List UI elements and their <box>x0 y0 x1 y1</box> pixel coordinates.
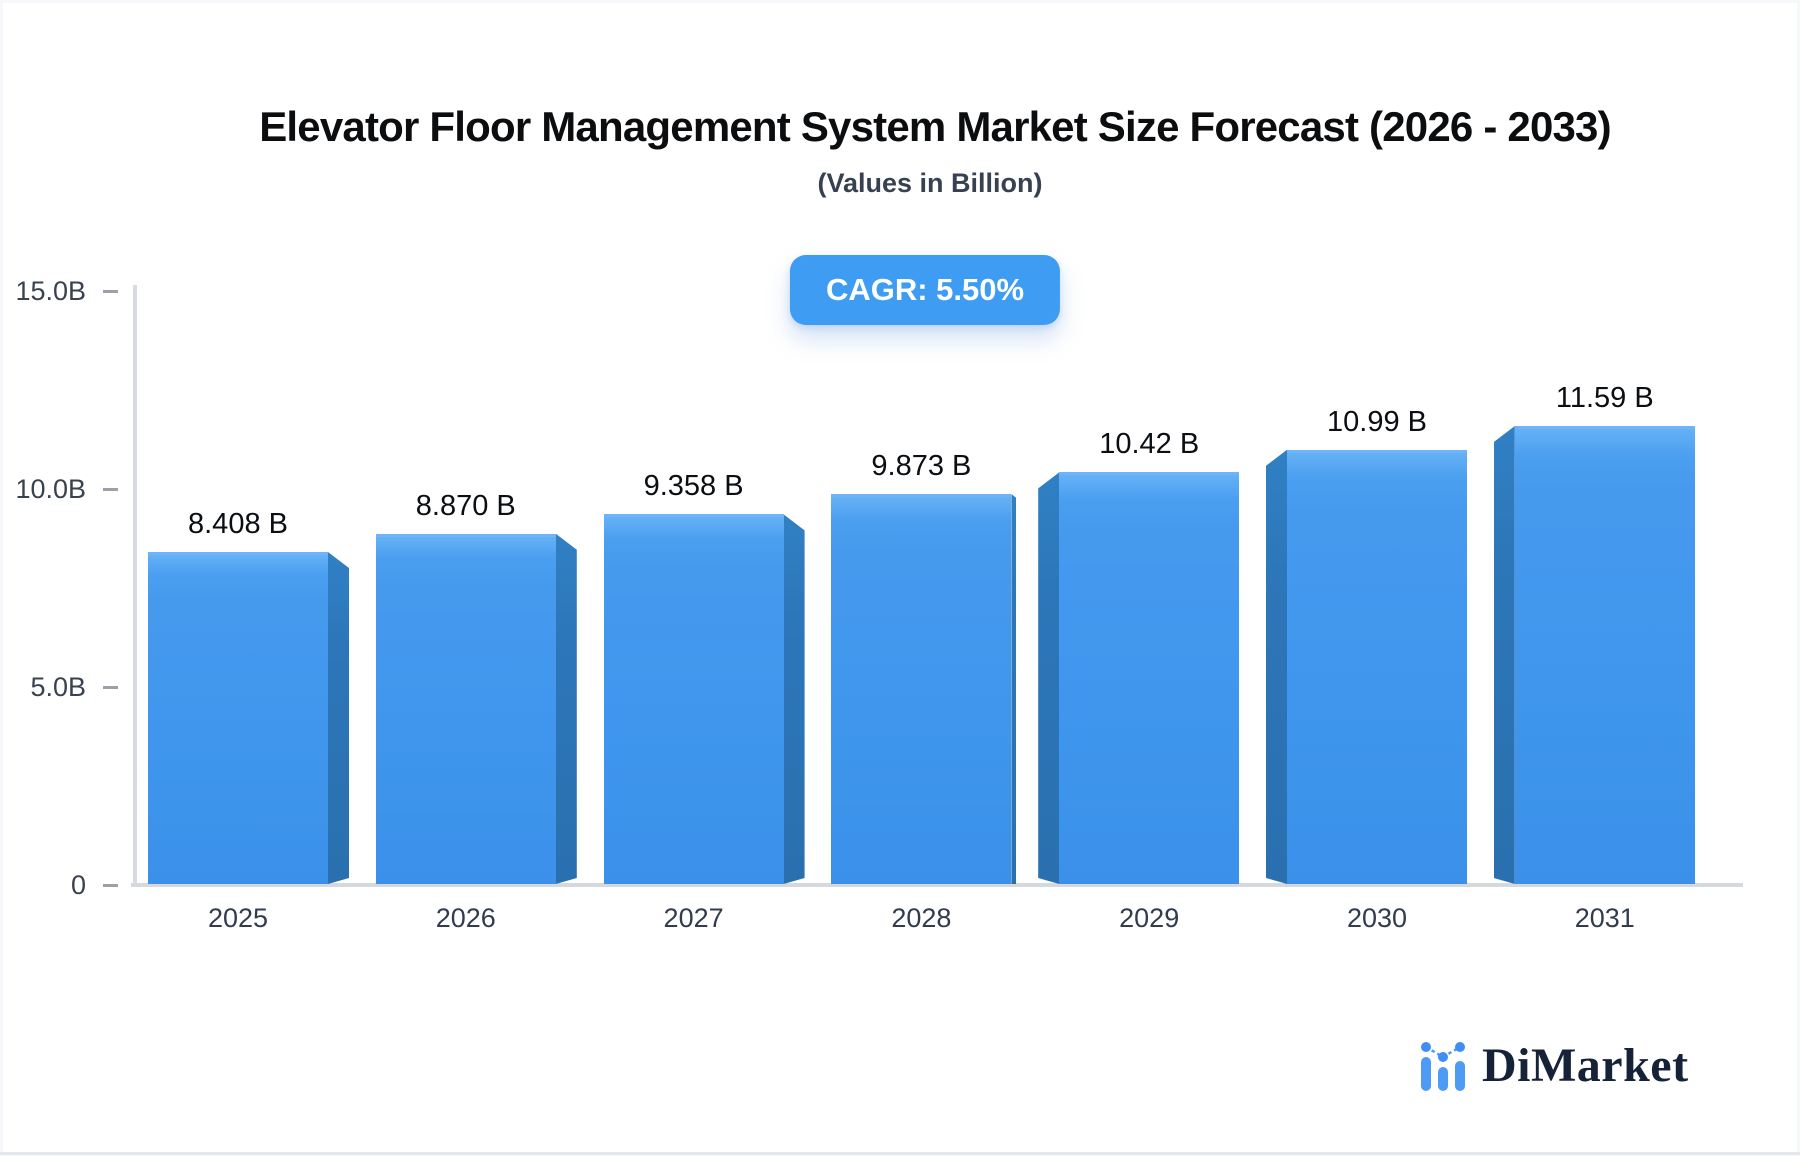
y-axis-tick-dash <box>103 685 118 689</box>
bar-year-label: 2031 <box>1574 903 1635 933</box>
bar-year-label: 2029 <box>1119 903 1180 933</box>
bar-side-panel <box>1266 450 1287 884</box>
y-axis-tick-label: 0 <box>70 870 86 900</box>
bar-year-label: 2030 <box>1346 903 1408 933</box>
bar-2028 <box>831 493 1012 884</box>
y-axis-tick-dash <box>103 289 118 293</box>
bar-value-label: 11.59 B <box>1555 381 1654 414</box>
y-axis-tick-label: 15.0B <box>15 275 86 306</box>
dimarket-logo: DiMarket <box>1420 1040 1689 1092</box>
bar-value-label: 10.42 B <box>1099 428 1200 461</box>
bar-side-panel <box>784 514 805 884</box>
bar-year-label: 2027 <box>663 903 724 933</box>
bar-value-label: 9.873 B <box>871 449 972 482</box>
bar-2026 <box>375 533 556 884</box>
y-axis-line <box>133 285 137 887</box>
cagr-badge: CAGR: 5.50% <box>789 255 1061 325</box>
chart-subtitle: (Values in Billion) <box>817 168 1043 198</box>
bar-chart-with-trend-icon <box>1421 1042 1465 1091</box>
bar-side-panel <box>1038 472 1059 884</box>
bar-value-label: 9.358 B <box>643 470 744 503</box>
bar-2031 <box>1514 425 1695 884</box>
bar-2030 <box>1287 449 1467 884</box>
bar-side-panel <box>1011 493 1017 884</box>
bar-year-label: 2025 <box>207 903 269 933</box>
bar-side-panel <box>1494 426 1515 884</box>
bar-2029 <box>1059 472 1240 884</box>
bar-year-label: 2026 <box>435 903 496 933</box>
bar-2027 <box>603 514 784 884</box>
bar-side-panel <box>556 534 577 884</box>
dimarket-logo-text: DiMarket <box>1482 1039 1689 1092</box>
bar-2025 <box>148 552 328 884</box>
y-axis-tick-dash <box>103 487 118 491</box>
chart-title: Elevator Floor Management System Market … <box>259 103 1611 150</box>
x-axis-baseline <box>131 883 1743 887</box>
bar-value-label: 8.408 B <box>188 508 288 540</box>
bottom-border <box>0 1152 1800 1155</box>
bar-side-panel <box>328 552 349 884</box>
y-axis-tick-label: 10.0B <box>15 473 86 504</box>
bar-value-label: 8.870 B <box>415 489 516 522</box>
y-axis-tick-label: 5.0B <box>30 671 86 702</box>
bar-value-label: 10.99 B <box>1327 405 1427 438</box>
y-axis-tick-dash <box>103 884 118 887</box>
bar-year-label: 2028 <box>891 903 952 933</box>
